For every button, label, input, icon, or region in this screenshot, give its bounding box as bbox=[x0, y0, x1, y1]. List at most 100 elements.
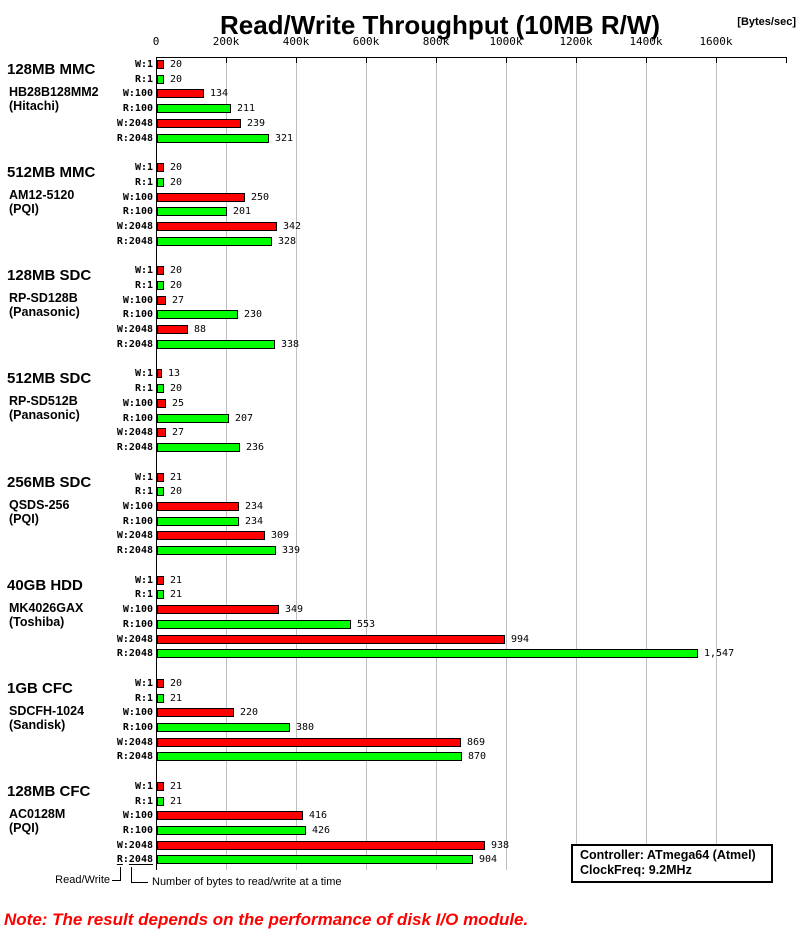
read-throughput-bar bbox=[157, 487, 164, 496]
bar-value-label: 21 bbox=[170, 575, 183, 586]
gridline bbox=[646, 58, 647, 870]
read-throughput-bar bbox=[157, 590, 164, 599]
bar-value-label: 220 bbox=[240, 707, 259, 718]
bar-row-label: W:2048 bbox=[116, 840, 153, 851]
bar-row-label: W:1 bbox=[134, 678, 153, 689]
bar-value-label: 211 bbox=[237, 103, 256, 114]
bar-value-label: 27 bbox=[172, 427, 185, 438]
x-tick-mark bbox=[576, 57, 577, 63]
bar-row-label: W:2048 bbox=[116, 530, 153, 541]
controller-info-box: Controller: ATmega64 (Atmel) ClockFreq: … bbox=[571, 844, 773, 883]
bar-value-label: 328 bbox=[278, 236, 297, 247]
group-label: 512MB SDC bbox=[7, 370, 92, 388]
bar-value-label: 207 bbox=[235, 413, 254, 424]
bar-row-label: W:1 bbox=[134, 781, 153, 792]
bar-value-label: 239 bbox=[247, 118, 266, 129]
bar-row-label: W:1 bbox=[134, 472, 153, 483]
bar-row-label: R:100 bbox=[122, 722, 153, 733]
x-tick-mark bbox=[436, 57, 437, 63]
bar-row-label: R:100 bbox=[122, 516, 153, 527]
bar-row-label: R:100 bbox=[122, 309, 153, 320]
group-label: 1GB CFC bbox=[7, 679, 73, 697]
bar-value-label: 20 bbox=[170, 383, 183, 394]
bar-row-label: W:100 bbox=[122, 604, 153, 615]
write-throughput-bar bbox=[157, 811, 303, 820]
bar-value-label: 938 bbox=[491, 840, 510, 851]
chart-title: Read/Write Throughput (10MB R/W) bbox=[219, 10, 661, 40]
bracket-read-write-vertical bbox=[120, 867, 121, 881]
bar-row-label: R:2048 bbox=[116, 236, 153, 247]
bar-row-label: R:2048 bbox=[116, 339, 153, 350]
bar-value-label: 234 bbox=[245, 516, 264, 527]
bar-value-label: 21 bbox=[170, 472, 183, 483]
bar-row-label: R:100 bbox=[122, 413, 153, 424]
read-throughput-bar bbox=[157, 546, 276, 555]
bar-row-label: W:100 bbox=[122, 398, 153, 409]
bar-row-label: W:100 bbox=[122, 501, 153, 512]
bar-value-label: 27 bbox=[172, 295, 185, 306]
read-throughput-bar bbox=[157, 649, 698, 658]
bar-row-label: W:100 bbox=[122, 295, 153, 306]
bar-row-label: W:2048 bbox=[116, 427, 153, 438]
x-tick-label: 400k bbox=[282, 35, 310, 48]
x-axis-line bbox=[156, 57, 787, 58]
bar-row-label: R:2048 bbox=[116, 751, 153, 762]
gridline bbox=[506, 58, 507, 870]
read-throughput-bar bbox=[157, 237, 272, 246]
x-tick-mark bbox=[296, 57, 297, 63]
read-throughput-bar bbox=[157, 826, 306, 835]
note-text: Note: The result depends on the performa… bbox=[4, 910, 529, 929]
read-throughput-bar bbox=[157, 104, 231, 113]
read-throughput-bar bbox=[157, 855, 473, 864]
bar-row-label: W:2048 bbox=[116, 324, 153, 335]
bar-row-label: R:2048 bbox=[116, 442, 153, 453]
bar-value-label: 20 bbox=[170, 486, 183, 497]
bar-value-label: 234 bbox=[245, 501, 264, 512]
read-throughput-bar bbox=[157, 384, 164, 393]
bar-value-label: 201 bbox=[233, 206, 252, 217]
device-maker: (Hitachi) bbox=[9, 99, 59, 113]
write-throughput-bar bbox=[157, 60, 164, 69]
group-label: 128MB SDC bbox=[7, 267, 92, 285]
bar-row-label: W:1 bbox=[134, 575, 153, 586]
bar-row-label: R:1 bbox=[134, 693, 153, 704]
read-throughput-bar bbox=[157, 723, 290, 732]
read-throughput-bar bbox=[157, 75, 164, 84]
group-label: 512MB MMC bbox=[7, 164, 96, 182]
read-throughput-bar bbox=[157, 207, 227, 216]
bar-value-label: 21 bbox=[170, 796, 183, 807]
bar-row-label: W:1 bbox=[134, 59, 153, 70]
device-maker: (PQI) bbox=[9, 511, 39, 526]
bar-value-label: 321 bbox=[275, 133, 294, 144]
bar-row-label: W:100 bbox=[122, 707, 153, 718]
write-throughput-bar bbox=[157, 841, 485, 850]
bracket-read-write-horizontal bbox=[112, 880, 121, 881]
write-throughput-bar bbox=[157, 502, 239, 511]
write-throughput-bar bbox=[157, 163, 164, 172]
bar-value-label: 339 bbox=[282, 545, 301, 556]
write-throughput-bar bbox=[157, 738, 461, 747]
bar-value-label: 250 bbox=[251, 192, 270, 203]
x-tick-mark bbox=[716, 57, 717, 63]
bar-value-label: 20 bbox=[170, 280, 183, 291]
bar-value-label: 20 bbox=[170, 59, 183, 70]
gridline bbox=[226, 58, 227, 870]
bar-row-label: W:1 bbox=[134, 162, 153, 173]
bar-row-label: R:1 bbox=[134, 383, 153, 394]
device-maker: (Toshiba) bbox=[9, 614, 65, 629]
x-tick-mark bbox=[366, 57, 367, 63]
bar-value-label: 309 bbox=[271, 530, 290, 541]
bar-row-label: W:1 bbox=[134, 265, 153, 276]
gridline bbox=[366, 58, 367, 870]
bar-value-label: 1,547 bbox=[704, 648, 735, 659]
x-tick-mark bbox=[786, 57, 787, 63]
bar-row-label: W:2048 bbox=[116, 118, 153, 129]
x-tick-label: 1000k bbox=[489, 35, 523, 48]
read-throughput-bar bbox=[157, 134, 269, 143]
device-maker: (PQI) bbox=[9, 820, 39, 835]
x-tick-label: 800k bbox=[422, 35, 450, 48]
bar-value-label: 21 bbox=[170, 781, 183, 792]
read-throughput-bar bbox=[157, 178, 164, 187]
device-model: AM12-5120 bbox=[9, 188, 75, 203]
bar-row-label: R:100 bbox=[122, 619, 153, 630]
